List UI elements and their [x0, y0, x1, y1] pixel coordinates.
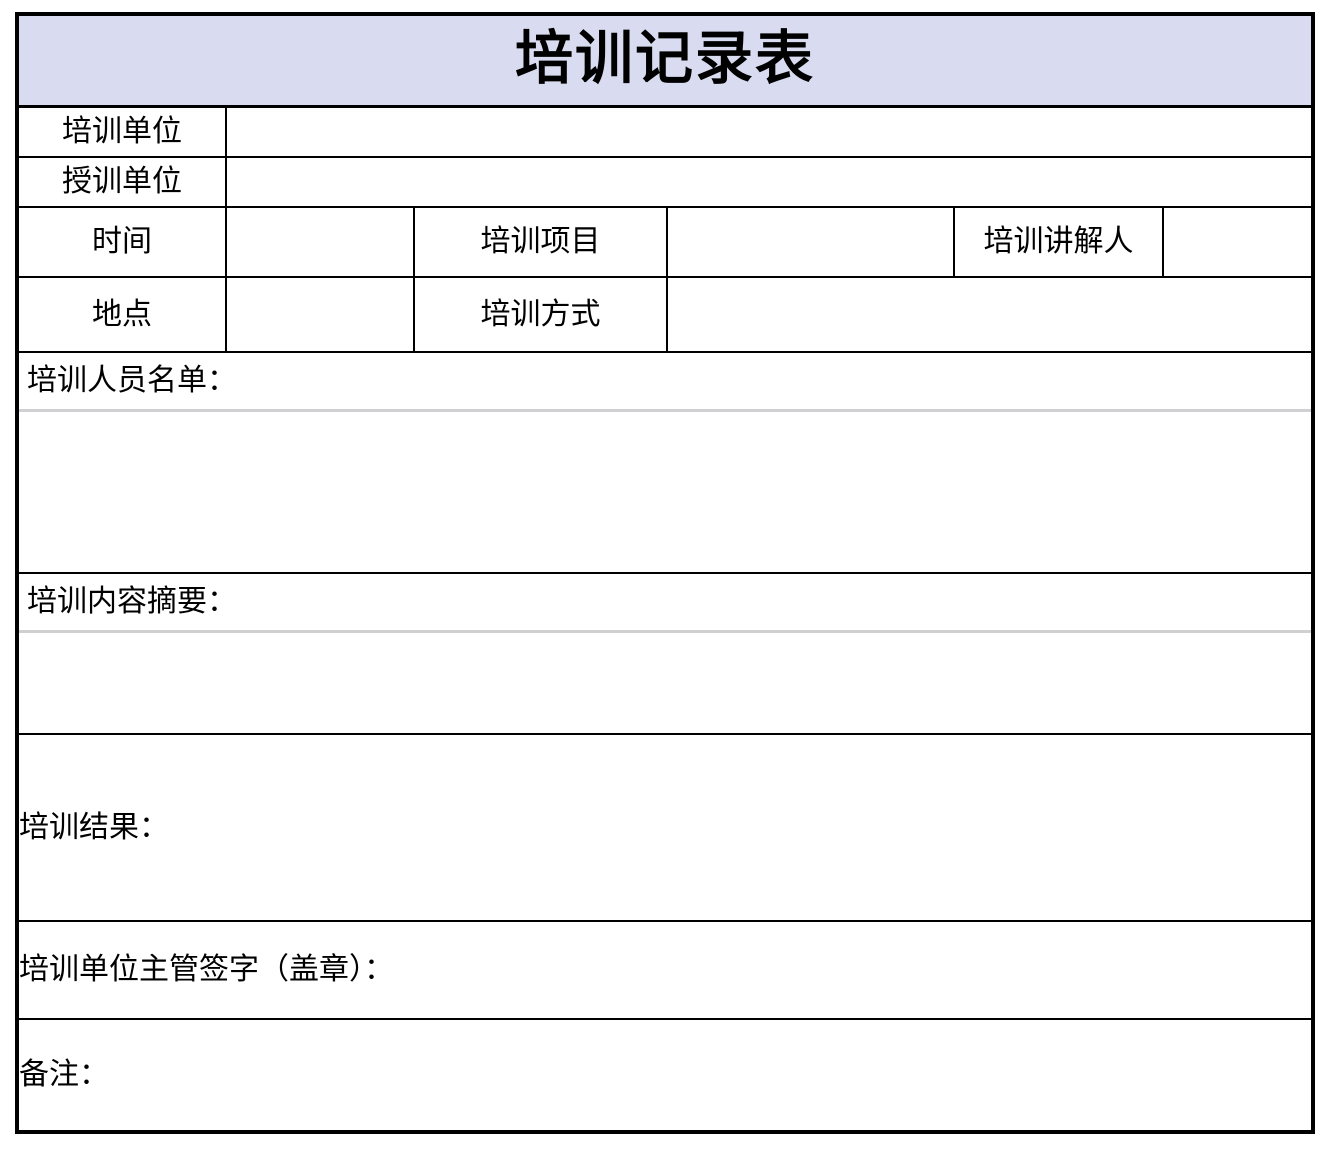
row-supervisor-signature: 培训单位主管签字（盖章）： — [15, 920, 1315, 1020]
section-remarks[interactable]: 备注： — [15, 1018, 1315, 1133]
value-taught-unit[interactable] — [224, 156, 1315, 208]
form-table: 培训记录表 培训单位 授训单位 时间 培训项目 培训讲解人 地点 培训方式 — [15, 12, 1316, 1134]
label-remarks: 备注： — [19, 1058, 109, 1092]
label-supervisor-signature: 培训单位主管签字（盖章）： — [19, 953, 394, 987]
page-title-cell: 培训记录表 — [15, 13, 1315, 108]
label-instructor: 培训讲解人 — [953, 206, 1164, 278]
label-training-project: 培训项目 — [413, 206, 668, 278]
section-content-summary[interactable]: 培训内容摘要： — [15, 572, 1315, 735]
row-content-summary: 培训内容摘要： — [15, 572, 1315, 735]
page-title: 培训记录表 — [515, 25, 816, 91]
value-training-project[interactable] — [666, 206, 955, 278]
value-time[interactable] — [225, 206, 415, 278]
label-time: 时间 — [16, 206, 227, 278]
row-remarks: 备注： — [15, 1018, 1315, 1133]
label-content-summary: 培训内容摘要： — [19, 574, 1312, 633]
value-content-summary[interactable] — [19, 633, 1311, 733]
label-result: 培训结果： — [19, 810, 169, 844]
row-result: 培训结果： — [15, 733, 1315, 922]
value-location[interactable] — [225, 276, 415, 353]
row-roster: 培训人员名单： — [15, 351, 1315, 574]
label-roster: 培训人员名单： — [19, 353, 1312, 412]
training-record-form: 培训记录表 培训单位 授训单位 时间 培训项目 培训讲解人 地点 培训方式 — [15, 12, 1316, 1155]
row-time-project-instructor: 时间 培训项目 培训讲解人 — [16, 206, 1315, 278]
row-location-method: 地点 培训方式 — [16, 276, 1315, 353]
label-location: 地点 — [16, 276, 227, 353]
row-taught-unit: 授训单位 — [16, 156, 1315, 208]
label-training-unit: 培训单位 — [16, 105, 227, 158]
label-taught-unit: 授训单位 — [16, 156, 227, 208]
section-supervisor-signature[interactable]: 培训单位主管签字（盖章）： — [15, 920, 1315, 1020]
value-training-method[interactable] — [665, 276, 1315, 353]
section-result[interactable]: 培训结果： — [15, 733, 1315, 922]
title-row: 培训记录表 — [15, 13, 1315, 108]
label-training-method: 培训方式 — [413, 276, 668, 353]
row-training-unit: 培训单位 — [16, 105, 1315, 158]
value-training-unit[interactable] — [224, 105, 1315, 158]
section-roster[interactable]: 培训人员名单： — [15, 351, 1315, 574]
value-roster[interactable] — [19, 412, 1311, 572]
value-instructor[interactable] — [1161, 206, 1315, 278]
